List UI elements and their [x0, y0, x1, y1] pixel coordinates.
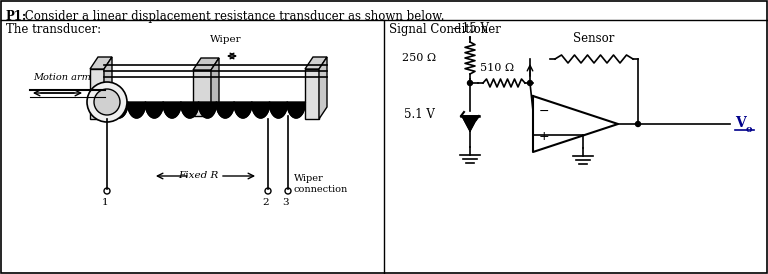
Polygon shape	[193, 58, 219, 70]
Polygon shape	[270, 102, 288, 118]
Text: P1:: P1:	[5, 10, 26, 23]
Bar	[90, 69, 104, 119]
Polygon shape	[110, 102, 128, 118]
Polygon shape	[104, 57, 112, 119]
Text: −15 V: −15 V	[452, 22, 489, 36]
Text: Wiper: Wiper	[210, 35, 242, 44]
Text: Fixed R: Fixed R	[178, 172, 218, 181]
Polygon shape	[163, 102, 181, 118]
Bar	[193, 70, 211, 116]
Circle shape	[87, 82, 127, 122]
Text: o: o	[746, 125, 753, 134]
Text: 5.1 V: 5.1 V	[404, 109, 435, 121]
Polygon shape	[216, 102, 234, 118]
Circle shape	[468, 81, 472, 85]
Polygon shape	[211, 58, 219, 116]
Text: Wiper
connection: Wiper connection	[294, 174, 348, 194]
Text: The transducer:: The transducer:	[6, 23, 101, 36]
Circle shape	[635, 121, 641, 127]
Text: 250 Ω: 250 Ω	[402, 53, 436, 63]
Polygon shape	[462, 116, 478, 131]
Text: Motion arm: Motion arm	[33, 73, 91, 82]
Text: 510 Ω: 510 Ω	[480, 63, 514, 73]
Polygon shape	[180, 102, 199, 118]
Text: Signal Conditioner: Signal Conditioner	[389, 23, 501, 36]
Bar	[305, 69, 319, 119]
Polygon shape	[145, 102, 164, 118]
Polygon shape	[305, 57, 327, 69]
Circle shape	[94, 89, 120, 115]
Text: Consider a linear displacement resistance transducer as shown below.: Consider a linear displacement resistanc…	[21, 10, 445, 23]
Text: 3: 3	[283, 198, 290, 207]
Polygon shape	[233, 102, 252, 118]
Polygon shape	[251, 102, 270, 118]
Text: 1: 1	[101, 198, 108, 207]
Polygon shape	[287, 102, 306, 118]
Text: −: −	[539, 105, 549, 118]
Text: +: +	[539, 130, 550, 143]
Polygon shape	[198, 102, 217, 118]
Text: V: V	[735, 116, 746, 130]
Polygon shape	[90, 57, 112, 69]
Text: 2: 2	[263, 198, 270, 207]
Circle shape	[528, 81, 532, 85]
Polygon shape	[127, 102, 146, 118]
Polygon shape	[319, 57, 327, 119]
Text: Sensor: Sensor	[574, 32, 614, 45]
